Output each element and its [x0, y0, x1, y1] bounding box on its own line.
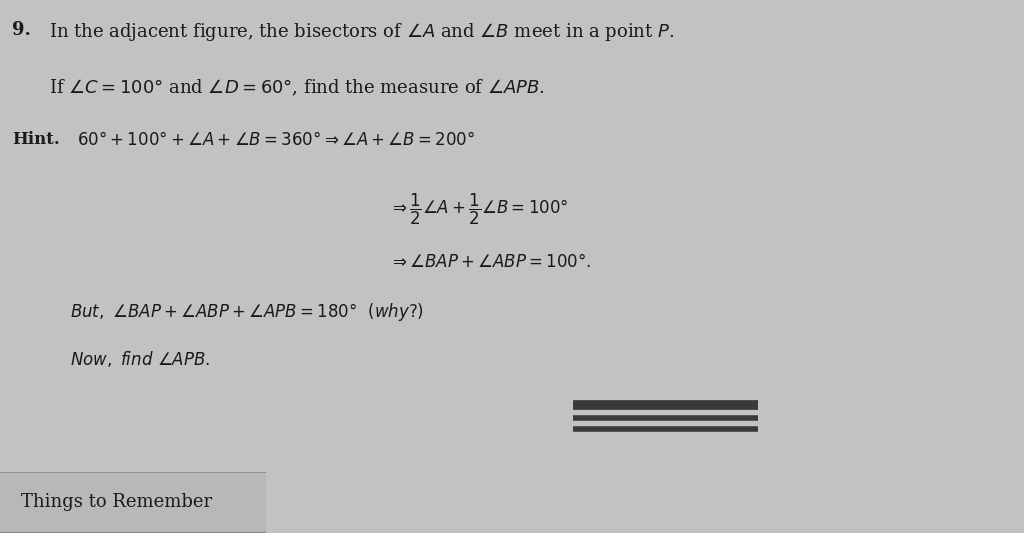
Text: $60°+100°+\angle A+\angle B=360° \Rightarrow \angle A+\angle B=200°$: $60°+100°+\angle A+\angle B=360° \Righta…: [77, 131, 475, 149]
FancyBboxPatch shape: [0, 472, 280, 533]
Text: Things to Remember: Things to Remember: [22, 494, 212, 511]
Text: If $\angle C = 100°$ and $\angle D = 60°$, find the measure of $\angle APB$.: If $\angle C = 100°$ and $\angle D = 60°…: [49, 77, 545, 98]
Text: $But,\ \angle BAP+\angle ABP+\angle APB=180°\ \ (why?)$: $But,\ \angle BAP+\angle ABP+\angle APB=…: [70, 301, 424, 323]
Text: $\Rightarrow \angle BAP+\angle ABP=100°.$: $\Rightarrow \angle BAP+\angle ABP=100°.…: [389, 253, 591, 271]
Text: 9.: 9.: [12, 21, 31, 39]
Text: Hint.: Hint.: [12, 131, 60, 148]
Text: In the adjacent figure, the bisectors of $\angle A$ and $\angle B$ meet in a poi: In the adjacent figure, the bisectors of…: [49, 21, 675, 43]
Text: $Now,\ find\ \angle APB.$: $Now,\ find\ \angle APB.$: [70, 349, 210, 369]
Text: $\Rightarrow\dfrac{1}{2}\angle A+\dfrac{1}{2}\angle B=100°$: $\Rightarrow\dfrac{1}{2}\angle A+\dfrac{…: [389, 192, 568, 227]
